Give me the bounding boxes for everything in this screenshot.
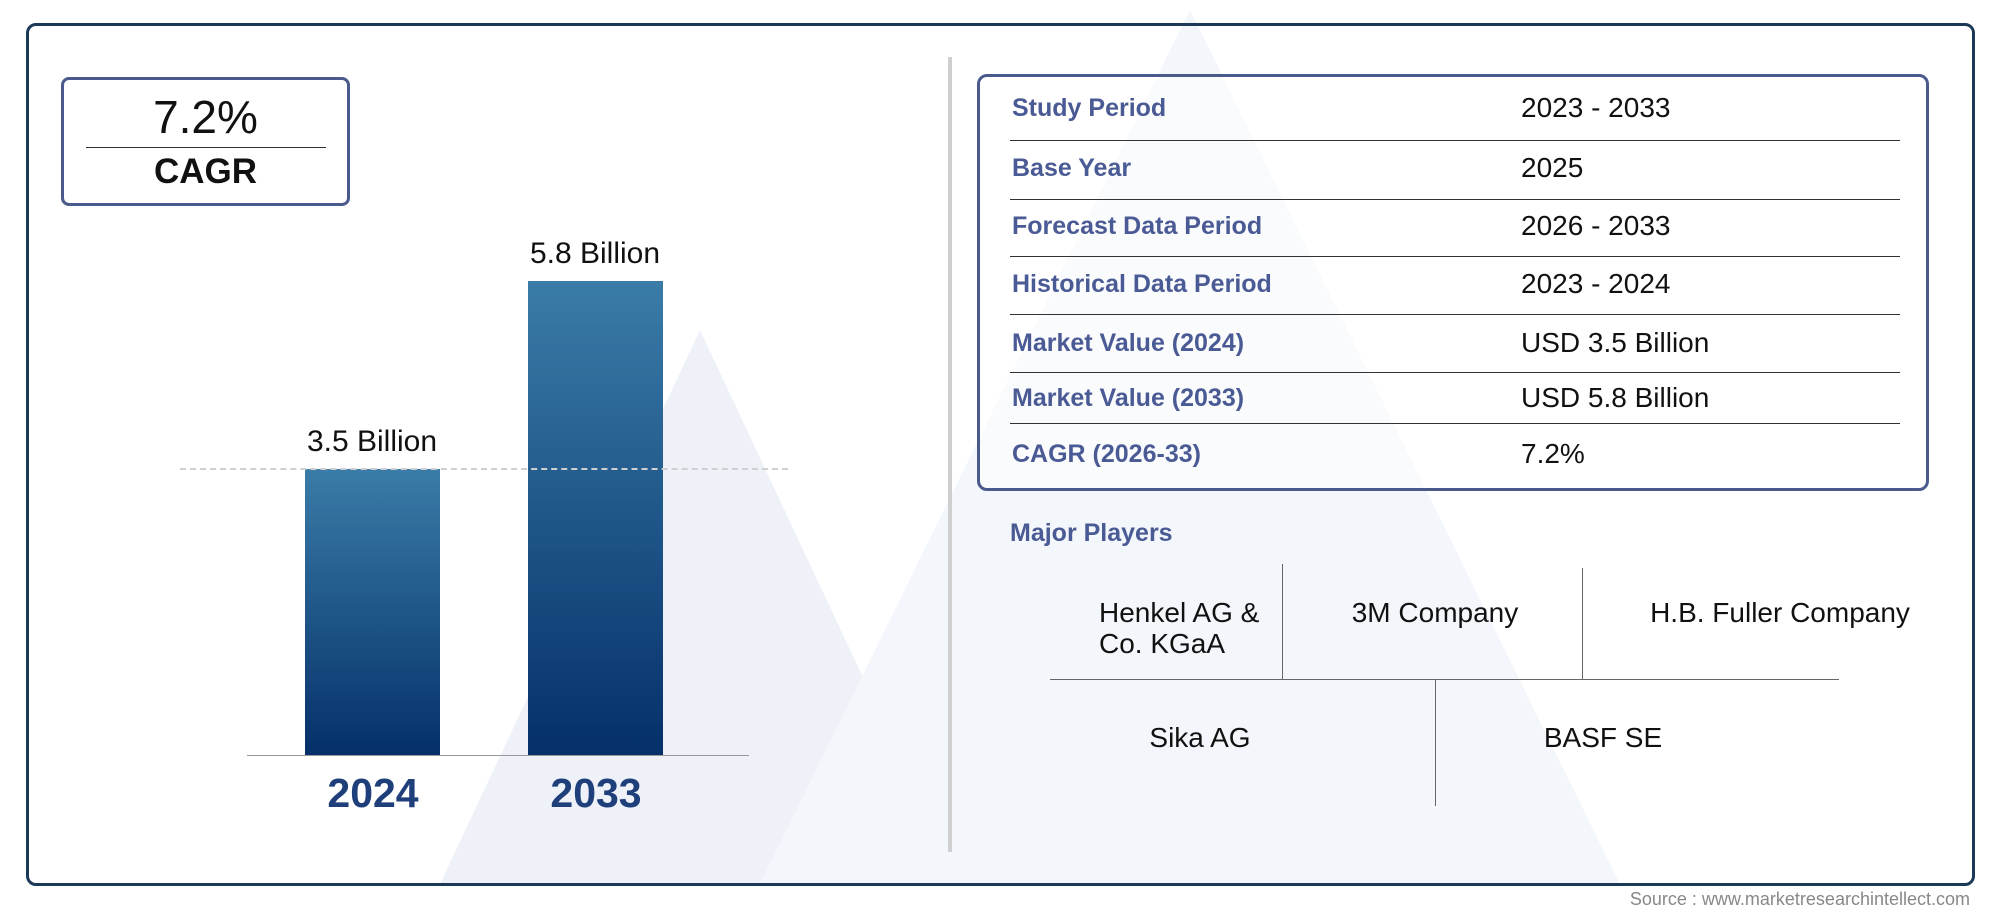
bar-2024 <box>305 469 440 755</box>
cagr-value: 7.2% <box>153 91 258 143</box>
cagr-card: 7.2% CAGR <box>61 77 350 206</box>
cagr-divider <box>86 147 326 148</box>
row-label: Forecast Data Period <box>1012 212 1263 240</box>
row-value: USD 5.8 Billion <box>1521 382 1710 413</box>
player-3m: 3M Company <box>1351 597 1519 628</box>
row-divider <box>1010 199 1900 200</box>
row-label: CAGR (2026-33) <box>1012 440 1201 468</box>
row-label: Historical Data Period <box>1012 270 1272 298</box>
summary-table: Study Period 2023 - 2033 Base Year 2025 Fore… <box>977 74 1929 491</box>
x-tick-2024: 2024 <box>327 770 419 816</box>
grid-divider <box>1435 679 1436 806</box>
row-divider <box>1010 423 1900 424</box>
data-label-2024: 3.5 Billion <box>306 425 438 458</box>
row-divider <box>1010 314 1900 315</box>
row-label: Base Year <box>1012 154 1132 182</box>
source-note: Source : www.marketresearchintellect.com <box>1629 889 1970 909</box>
player-basf: BASF SE <box>1543 722 1663 753</box>
bar-2033 <box>528 281 663 755</box>
row-divider <box>1010 372 1900 373</box>
row-value: USD 3.5 Billion <box>1521 327 1710 358</box>
x-axis-baseline <box>247 755 749 756</box>
data-label-2033: 5.8 Billion <box>529 237 661 271</box>
player-hb-fuller: H.B. Fuller Company <box>1650 597 1910 628</box>
row-value: 7.2% <box>1521 438 1585 469</box>
grid-divider <box>1050 679 1839 680</box>
section-divider <box>948 57 952 852</box>
card-frame <box>26 23 1975 886</box>
row-label: Market Value (2033) <box>1012 384 1245 412</box>
reference-dashed-line <box>180 468 788 470</box>
player-sika: Sika AG <box>1149 722 1251 753</box>
grid-divider <box>1282 564 1283 679</box>
x-tick-2033: 2033 <box>550 770 642 816</box>
row-label: Study Period <box>1012 94 1167 122</box>
row-divider <box>1010 256 1900 257</box>
cagr-label: CAGR <box>153 152 258 191</box>
row-value: 2026 - 2033 <box>1521 210 1671 241</box>
row-value: 2025 <box>1521 152 1584 183</box>
row-value: 2023 - 2024 <box>1521 268 1671 299</box>
row-divider <box>1010 140 1900 141</box>
major-players-title: Major Players <box>1010 519 1173 547</box>
player-henkel: Henkel AG & Co. KGaA <box>1099 597 1260 659</box>
row-value: 2023 - 2033 <box>1521 92 1671 123</box>
row-label: Market Value (2024) <box>1012 329 1245 357</box>
grid-divider <box>1582 568 1583 679</box>
